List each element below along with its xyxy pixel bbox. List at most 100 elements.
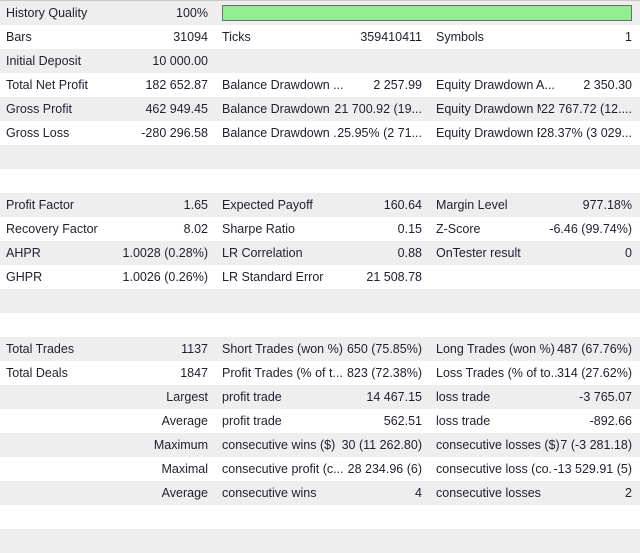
table-cell-group-1: AHPR 1.0028 (0.28%) (0, 241, 216, 265)
metric-label: Expected Payoff (222, 198, 313, 212)
report-spacer-row (0, 529, 640, 553)
table-cell-group-2: Balance Drawdown ... 21 700.92 (19... (216, 97, 430, 121)
table-cell-group-2: Ticks 359410411 (216, 25, 430, 49)
metric-label: Gross Profit (6, 102, 72, 116)
metric-label: Recovery Factor (6, 222, 98, 236)
metric-value (632, 49, 640, 73)
table-cell-group-1: Bars 31094 (0, 25, 216, 49)
metric-label: consecutive profit (c... (222, 462, 344, 476)
table-row[interactable]: Bars 31094 Ticks 359410411 Symbols 1 (0, 25, 640, 49)
table-cell-group-2: consecutive profit (c... 28 234.96 (6) (216, 457, 430, 481)
metric-value: 31094 (173, 30, 208, 44)
history-quality-bar-cell (216, 1, 640, 25)
table-cell-group-1: Recovery Factor 8.02 (0, 217, 216, 241)
table-cell-group-3: Equity Drawdown R...28.37% (3 029... (430, 121, 640, 145)
metric-label: Z-Score (436, 222, 481, 236)
table-cell-group-2: Expected Payoff 160.64 (216, 193, 430, 217)
table-row[interactable]: AHPR 1.0028 (0.28%) LR Correlation 0.88 OnTe… (0, 241, 640, 265)
table-row[interactable]: History Quality 100% (0, 1, 640, 25)
table-cell-group-1: Maximal (0, 457, 216, 481)
metric-label: LR Correlation (222, 246, 303, 260)
metric-value: 14 467.15 (366, 390, 422, 404)
metric-label: Margin Level (436, 198, 508, 212)
table-row[interactable]: Maximum consecutive wins ($) 30 (11 262.80… (0, 433, 640, 457)
report-spacer-row (0, 505, 640, 529)
table-cell-group-1: Maximum (0, 433, 216, 457)
table-row[interactable]: Maximal consecutive profit (c... 28 234.96… (0, 457, 640, 481)
metric-label: Equity Drawdown A... (436, 78, 555, 92)
metric-value: 0.15 (397, 222, 422, 236)
metric-value: 10 000.00 (152, 54, 208, 68)
report-spacer-row (0, 169, 640, 193)
table-cell-group-3: consecutive losses ($) 7 (-3 281.18) (430, 433, 640, 457)
table-row[interactable]: Total Deals 1847 Profit Trades (% of t... 8… (0, 361, 640, 385)
metric-value: 160.64 (383, 198, 422, 212)
metric-label: profit trade (222, 414, 282, 428)
metric-value: -13 529.91 (5) (553, 462, 632, 476)
table-row[interactable]: Average consecutive wins 4 consecutive loss… (0, 481, 640, 505)
metric-label: Long Trades (won %) (436, 342, 555, 356)
metric-label (0, 433, 154, 457)
table-cell-group-2: Short Trades (won %) 650 (75.85%) (216, 337, 430, 361)
metric-value: 1.0028 (0.28%) (122, 246, 208, 260)
metric-label: Total Deals (6, 366, 68, 380)
table-cell-group-2 (216, 49, 430, 73)
table-cell-group-2: consecutive wins ($) 30 (11 262.80) (216, 433, 430, 457)
table-cell-group-2: Sharpe Ratio 0.15 (216, 217, 430, 241)
table-row[interactable]: Recovery Factor 8.02 Sharpe Ratio 0.15 Z-Sco… (0, 217, 640, 241)
metric-label: consecutive wins ($) (222, 438, 336, 452)
metric-label: Equity Drawdown M... (436, 102, 541, 116)
metric-label: consecutive losses (436, 486, 541, 500)
metric-value: 977.18% (582, 198, 632, 212)
metric-label: Equity Drawdown R... (436, 126, 540, 140)
table-row[interactable]: Average profit trade 562.51 loss trade -892.… (0, 409, 640, 433)
table-row[interactable]: Initial Deposit 10 000.00 (0, 49, 640, 73)
metric-value: Average (161, 486, 208, 500)
table-cell-group-3: loss trade -3 765.07 (430, 385, 640, 409)
table-cell-group-3: Equity Drawdown M...22 767.72 (12.... (430, 97, 640, 121)
metric-value: Average (161, 414, 208, 428)
metric-value: 823 (72.38%) (346, 366, 422, 380)
metric-value: 0.88 (397, 246, 422, 260)
table-row[interactable]: Total Trades 1137 Short Trades (won %) 650 … (0, 337, 640, 361)
metric-value: 487 (67.76%) (556, 342, 632, 356)
table-cell-group-1: Largest (0, 385, 216, 409)
metric-value: 7 (-3 281.18) (560, 438, 632, 452)
table-cell-group-2: consecutive wins 4 (216, 481, 430, 505)
table-row[interactable]: Total Net Profit 182 652.87 Balance Drawdo… (0, 73, 640, 97)
table-cell-group-3: Loss Trades (% of to... 314 (27.62%) (430, 361, 640, 385)
metric-value: 2 (625, 486, 632, 500)
table-cell-group-1: Total Deals 1847 (0, 361, 216, 385)
metric-value: 2 257.99 (373, 78, 422, 92)
table-row[interactable]: Gross Profit 462 949.45 Balance Drawdown .… (0, 97, 640, 121)
table-cell-group-3 (430, 49, 640, 73)
table-row[interactable]: GHPR 1.0026 (0.26%) LR Standard Error 21 50… (0, 265, 640, 289)
metric-value: 4 (415, 486, 422, 500)
metric-label (0, 457, 161, 481)
metric-label: Balance Drawdown ... (222, 78, 344, 92)
metric-value: -892.66 (589, 414, 632, 428)
table-cell-group-2: Balance Drawdown ... 25.95% (2 71... (216, 121, 430, 145)
table-row[interactable]: Largest profit trade 14 467.15 loss trade -3… (0, 385, 640, 409)
metric-label (430, 265, 632, 289)
metric-label: consecutive losses ($) (436, 438, 560, 452)
report-spacer-row (0, 289, 640, 313)
metric-label: Bars (6, 30, 32, 44)
metric-value: 8.02 (183, 222, 208, 236)
table-cell-group-3: OnTester result 0 (430, 241, 640, 265)
table-row[interactable]: Gross Loss -280 296.58 Balance Drawdown ..… (0, 121, 640, 145)
table-cell-group-3: Margin Level 977.18% (430, 193, 640, 217)
metric-value: Maximum (153, 438, 208, 452)
table-row[interactable]: Profit Factor 1.65 Expected Payoff 160.64 Ma… (0, 193, 640, 217)
metric-value: 0 (625, 246, 632, 260)
metric-value: 21 508.78 (366, 270, 422, 284)
history-quality-progress-fill (223, 6, 631, 20)
metric-label: GHPR (6, 270, 43, 284)
metric-label (430, 49, 632, 73)
history-quality-cell: History Quality 100% (0, 1, 216, 25)
metric-label: Gross Loss (6, 126, 70, 140)
table-cell-group-3 (430, 265, 640, 289)
report-spacer-row (0, 313, 640, 337)
metric-label (0, 481, 162, 505)
